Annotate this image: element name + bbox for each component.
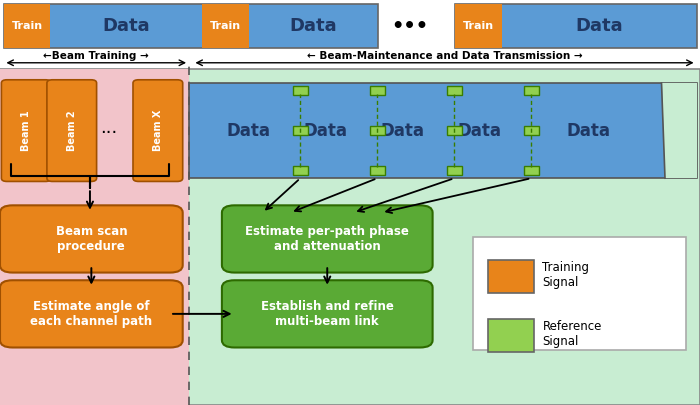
Text: Data: Data [381, 122, 424, 140]
FancyBboxPatch shape [0, 69, 700, 405]
FancyBboxPatch shape [447, 166, 462, 175]
Text: ←Beam Training →: ←Beam Training → [43, 51, 149, 61]
FancyBboxPatch shape [202, 4, 248, 48]
FancyBboxPatch shape [293, 86, 308, 95]
FancyBboxPatch shape [133, 80, 183, 181]
Text: Train: Train [11, 21, 43, 31]
Text: Reference
Signal: Reference Signal [542, 320, 602, 348]
Polygon shape [662, 83, 696, 178]
Text: Beam 1: Beam 1 [21, 110, 32, 151]
FancyBboxPatch shape [222, 280, 433, 347]
FancyBboxPatch shape [293, 126, 308, 135]
Text: Beam 2: Beam 2 [66, 110, 77, 151]
FancyBboxPatch shape [524, 86, 539, 95]
FancyBboxPatch shape [47, 80, 97, 181]
FancyBboxPatch shape [0, 280, 183, 347]
FancyBboxPatch shape [222, 205, 433, 273]
Text: Data: Data [289, 17, 337, 35]
Text: Establish and refine
multi-beam link: Establish and refine multi-beam link [261, 300, 393, 328]
Text: Train: Train [209, 21, 241, 31]
FancyBboxPatch shape [1, 80, 51, 181]
FancyBboxPatch shape [370, 86, 385, 95]
FancyBboxPatch shape [189, 83, 696, 178]
FancyBboxPatch shape [524, 166, 539, 175]
FancyBboxPatch shape [447, 86, 462, 95]
Text: Data: Data [227, 122, 270, 140]
Text: Estimate per-path phase
and attenuation: Estimate per-path phase and attenuation [245, 225, 410, 253]
FancyBboxPatch shape [370, 166, 385, 175]
FancyBboxPatch shape [370, 126, 385, 135]
FancyBboxPatch shape [455, 4, 696, 48]
Text: ···: ··· [100, 124, 117, 142]
Text: Train: Train [463, 21, 494, 31]
FancyBboxPatch shape [4, 4, 50, 48]
FancyBboxPatch shape [447, 126, 462, 135]
Text: Data: Data [102, 17, 150, 35]
Text: Training
Signal: Training Signal [542, 261, 589, 290]
Text: ← Beam-Maintenance and Data Transmission →: ← Beam-Maintenance and Data Transmission… [307, 51, 582, 61]
FancyBboxPatch shape [293, 166, 308, 175]
Text: Data: Data [575, 17, 623, 35]
Text: Data: Data [304, 122, 347, 140]
Text: Beam scan
procedure: Beam scan procedure [55, 225, 127, 253]
FancyBboxPatch shape [524, 126, 539, 135]
Text: Estimate angle of
each channel path: Estimate angle of each channel path [30, 300, 153, 328]
FancyBboxPatch shape [0, 205, 183, 273]
FancyBboxPatch shape [0, 69, 189, 405]
Text: •••: ••• [391, 17, 428, 36]
Text: Data: Data [458, 122, 501, 140]
Text: Beam X: Beam X [153, 110, 163, 151]
Text: Data: Data [566, 122, 610, 140]
FancyBboxPatch shape [4, 4, 378, 48]
FancyBboxPatch shape [488, 260, 534, 293]
FancyBboxPatch shape [473, 237, 686, 350]
FancyBboxPatch shape [455, 4, 502, 48]
FancyBboxPatch shape [488, 319, 534, 352]
